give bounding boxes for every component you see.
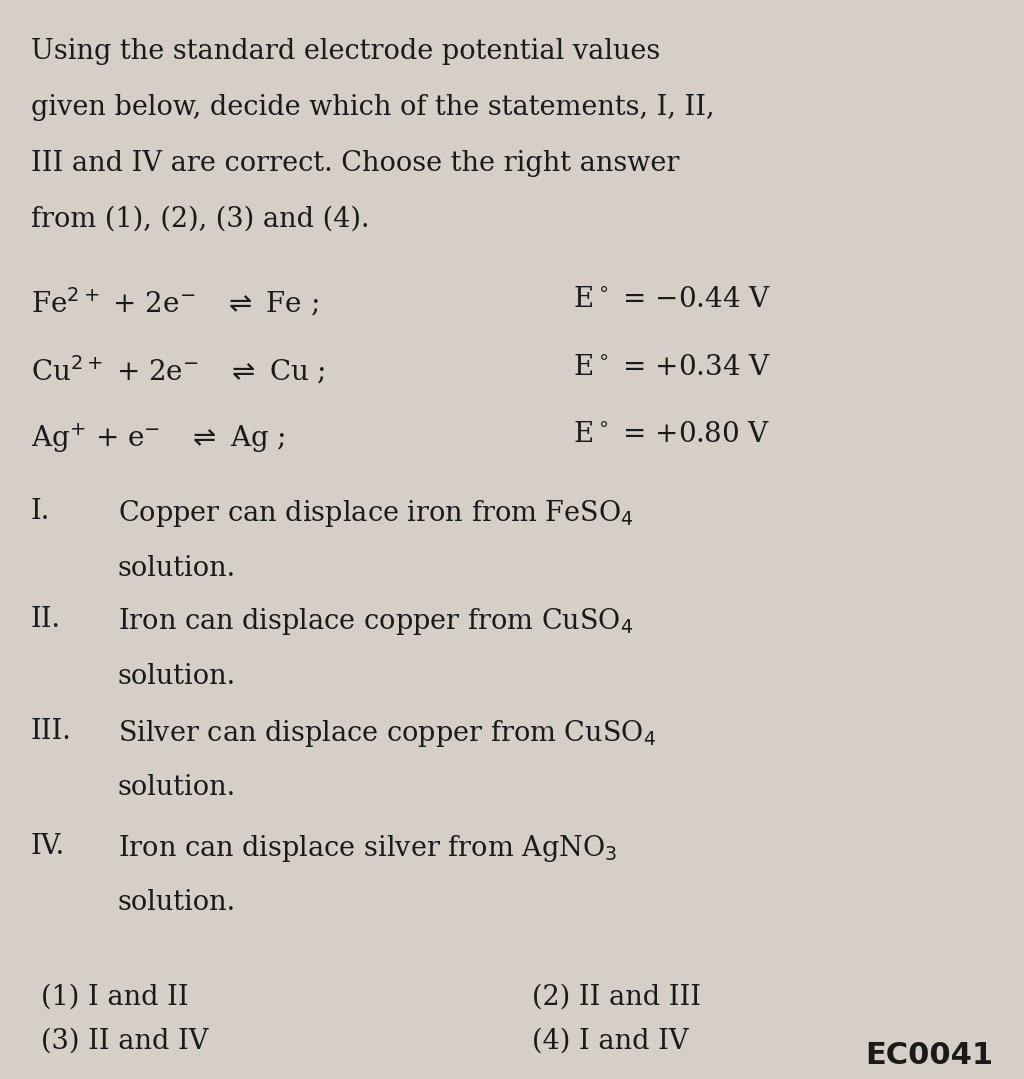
Text: E$^\circ$ = +0.34 V: E$^\circ$ = +0.34 V: [573, 354, 772, 381]
Text: E$^\circ$ = $-$0.44 V: E$^\circ$ = $-$0.44 V: [573, 286, 772, 313]
Text: (3) II and IV: (3) II and IV: [41, 1027, 208, 1054]
Text: (1) I and II: (1) I and II: [41, 984, 188, 1011]
Text: E$^\circ$ = +0.80 V: E$^\circ$ = +0.80 V: [573, 421, 771, 448]
Text: solution.: solution.: [118, 774, 236, 801]
Text: III and IV are correct. Choose the right answer: III and IV are correct. Choose the right…: [31, 150, 679, 177]
Text: Copper can displace iron from FeSO$_4$: Copper can displace iron from FeSO$_4$: [118, 498, 633, 530]
Text: Cu$^{2+}$ + 2e$^{-}$   $\rightleftharpoons$ Cu ;: Cu$^{2+}$ + 2e$^{-}$ $\rightleftharpoons…: [31, 354, 326, 386]
Text: EC0041: EC0041: [865, 1041, 993, 1070]
Text: Fe$^{2+}$ + 2e$^{-}$   $\rightleftharpoons$ Fe ;: Fe$^{2+}$ + 2e$^{-}$ $\rightleftharpoons…: [31, 286, 318, 318]
Text: III.: III.: [31, 718, 72, 745]
Text: solution.: solution.: [118, 663, 236, 689]
Text: Ag$^{+}$ + e$^{-}$   $\rightleftharpoons$ Ag ;: Ag$^{+}$ + e$^{-}$ $\rightleftharpoons$ …: [31, 421, 286, 454]
Text: Iron can displace silver from AgNO$_3$: Iron can displace silver from AgNO$_3$: [118, 833, 617, 864]
Text: Iron can displace copper from CuSO$_4$: Iron can displace copper from CuSO$_4$: [118, 606, 633, 638]
Text: (4) I and IV: (4) I and IV: [532, 1027, 689, 1054]
Text: from (1), (2), (3) and (4).: from (1), (2), (3) and (4).: [31, 206, 370, 233]
Text: Silver can displace copper from CuSO$_4$: Silver can displace copper from CuSO$_4$: [118, 718, 656, 749]
Text: (2) II and III: (2) II and III: [532, 984, 701, 1011]
Text: Using the standard electrode potential values: Using the standard electrode potential v…: [31, 38, 660, 65]
Text: II.: II.: [31, 606, 60, 633]
Text: I.: I.: [31, 498, 50, 525]
Text: solution.: solution.: [118, 889, 236, 916]
Text: given below, decide which of the statements, I, II,: given below, decide which of the stateme…: [31, 94, 714, 121]
Text: solution.: solution.: [118, 555, 236, 582]
Text: IV.: IV.: [31, 833, 65, 860]
